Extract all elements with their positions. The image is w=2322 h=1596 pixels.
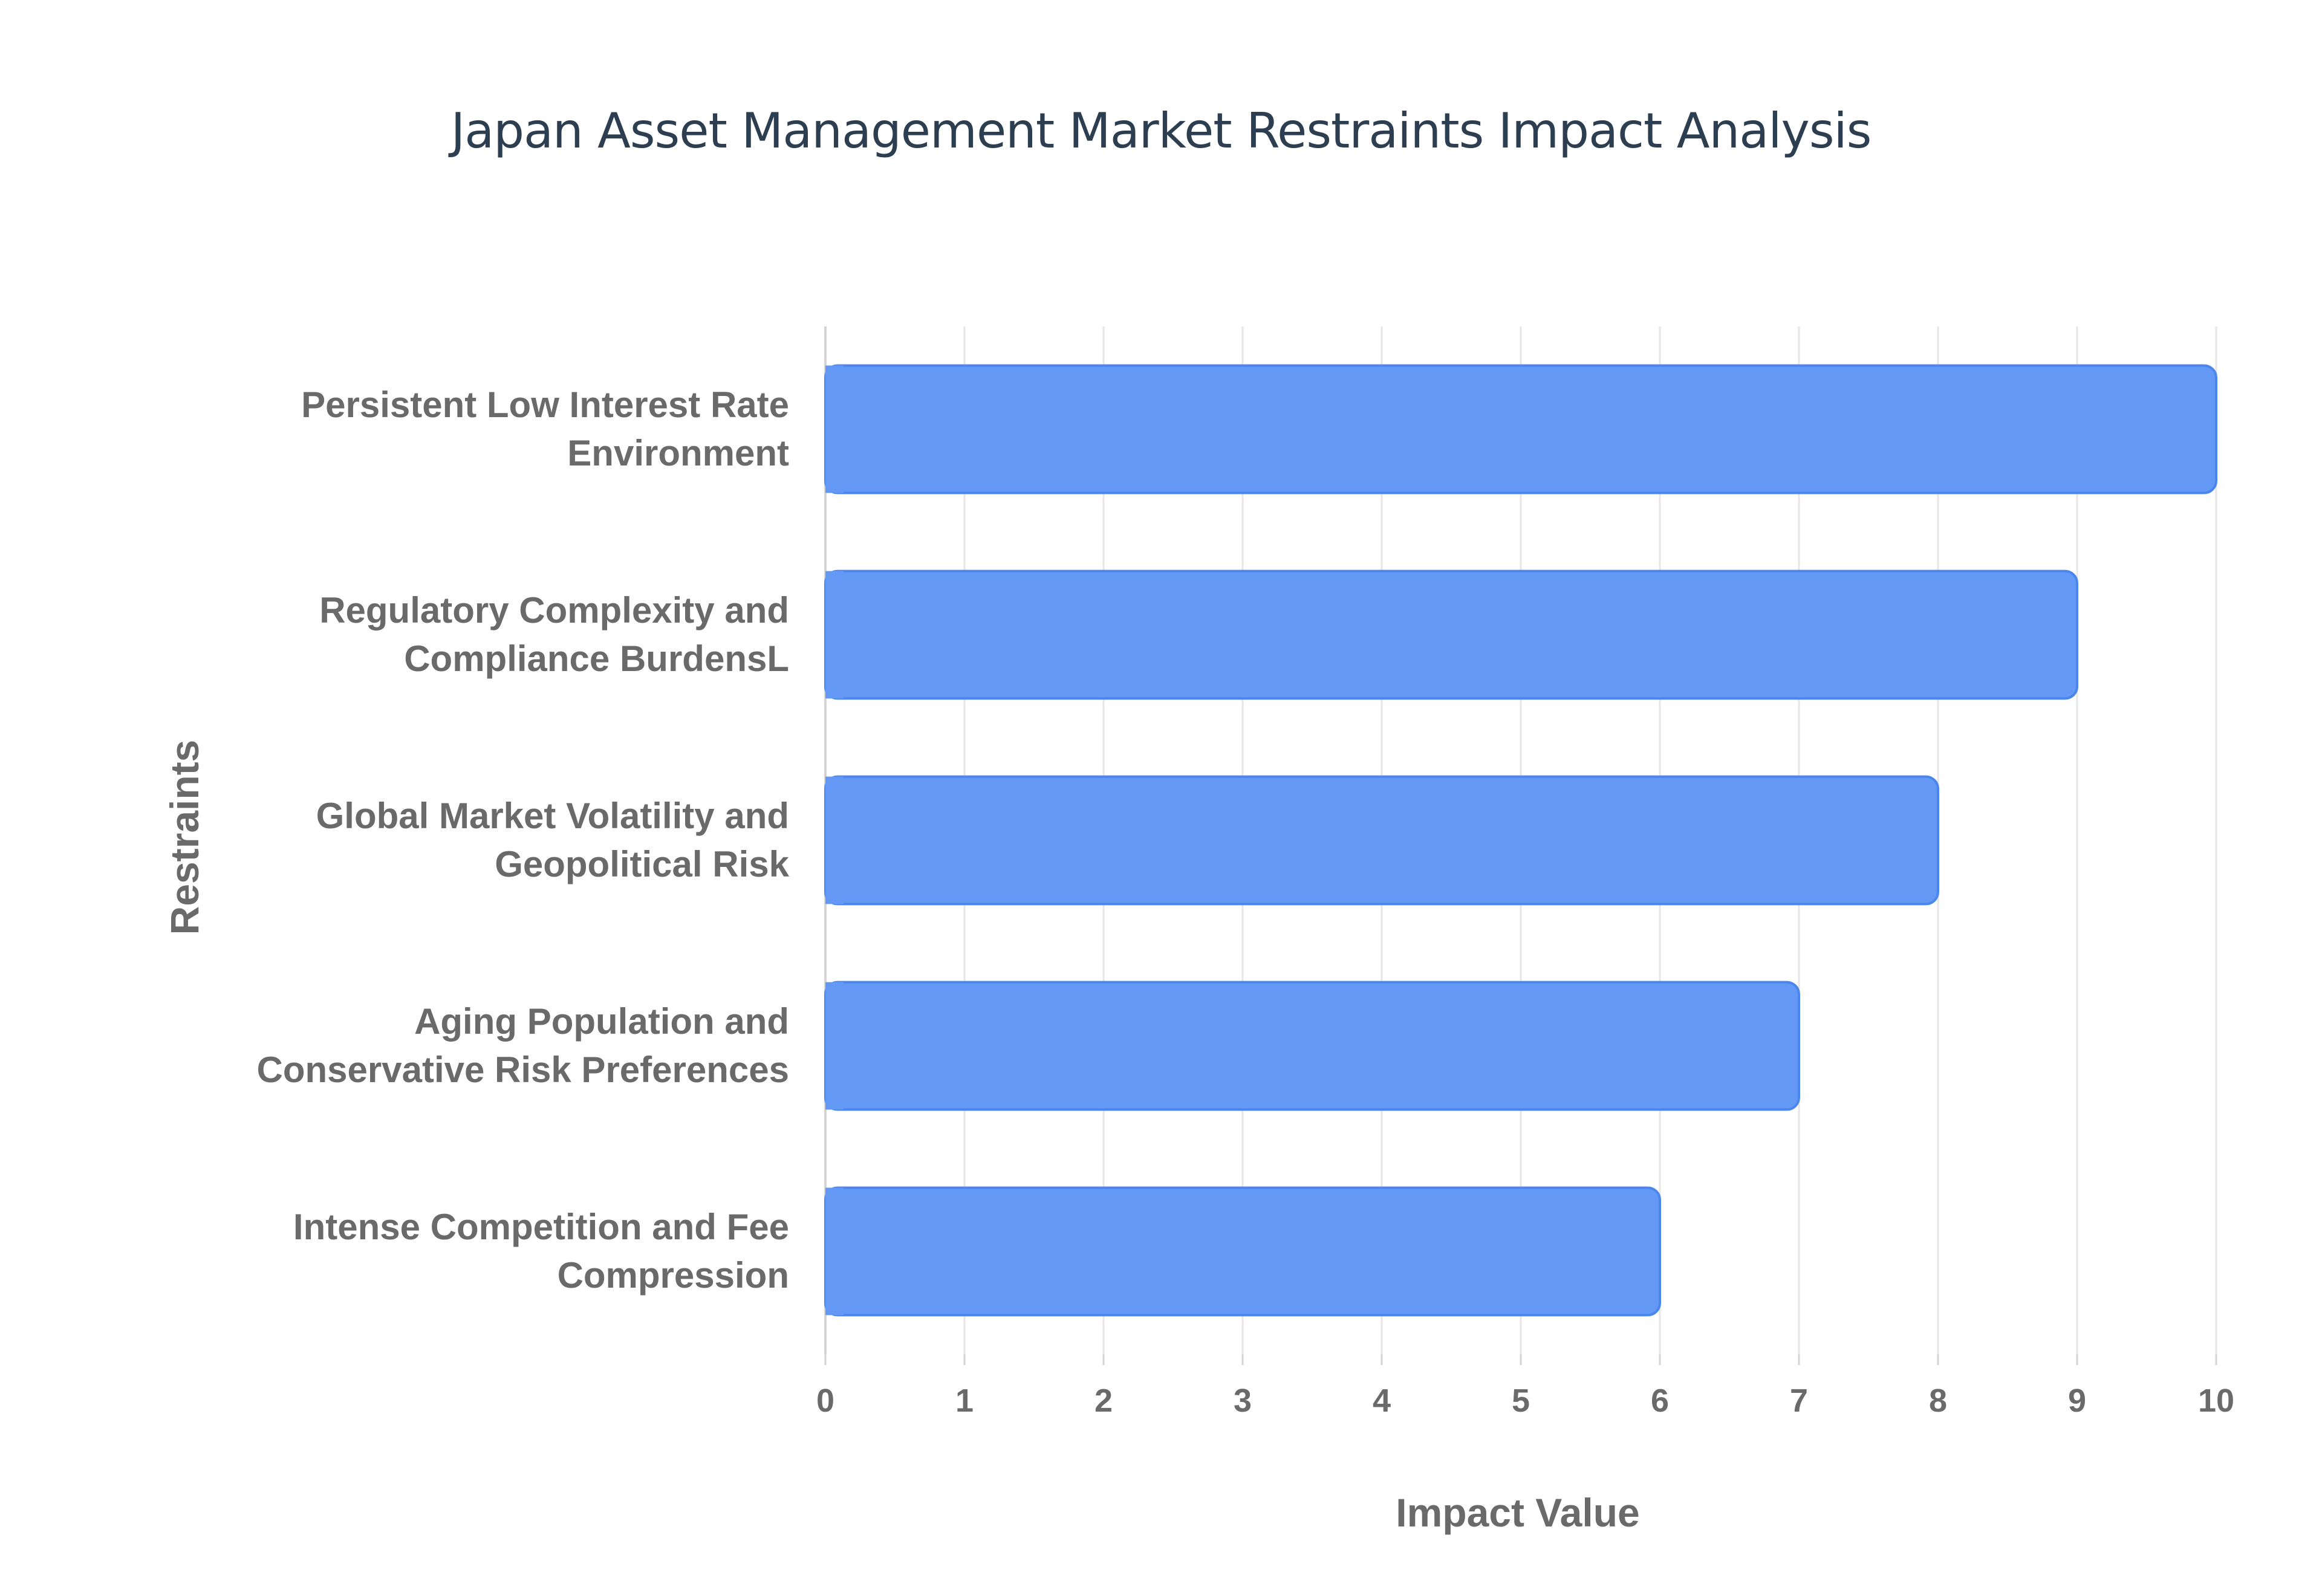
x-tick-label: 1 <box>955 1383 974 1419</box>
x-tick-label: 10 <box>2198 1383 2234 1419</box>
y-tick-label: Persistent Low Interest Rate Environment <box>301 384 789 473</box>
y-tick-label-line: Global Market Volatility and <box>316 796 789 836</box>
chart-title: Japan Asset Management Market Restraints… <box>450 103 1872 159</box>
y-tick-label-line: Compliance BurdensL <box>404 638 789 679</box>
axis-layer: 0 1 2 3 4 5 6 7 8 9 10 Persistent Low Interest Rate… <box>257 384 2235 1419</box>
x-tick-label: 8 <box>1929 1383 1947 1419</box>
y-tick-label: Regulatory Complexity and Compliance Burd… <box>319 590 789 679</box>
bar <box>824 1186 1661 1317</box>
y-tick-label-line: Conservative Risk Preferences <box>257 1049 790 1090</box>
bar-base <box>825 1187 844 1315</box>
y-tick-label-line: Intense Competition and Fee <box>293 1207 789 1247</box>
bar <box>824 569 2078 700</box>
bar-base <box>825 776 844 904</box>
bar-base <box>825 982 844 1110</box>
x-tick-label: 4 <box>1373 1383 1391 1419</box>
y-tick-label: Intense Competition and Fee Compression <box>293 1207 789 1296</box>
x-tick-label: 0 <box>816 1383 834 1419</box>
y-tick-label-line: Persistent Low Interest Rate <box>301 384 789 425</box>
x-tick-label: 5 <box>1512 1383 1530 1419</box>
x-axis-title: Impact Value <box>1396 1490 1640 1535</box>
x-tick-label: 7 <box>1790 1383 1808 1419</box>
y-tick-label-line: Environment <box>567 433 789 473</box>
bar-layer <box>824 364 2217 1317</box>
x-tick-label: 6 <box>1651 1383 1669 1419</box>
bar <box>824 775 1939 906</box>
x-tick-label: 3 <box>1234 1383 1252 1419</box>
y-axis-title: Restraints <box>162 740 207 935</box>
y-tick-label-line: Aging Population and <box>414 1001 789 1042</box>
x-tick-label: 9 <box>2068 1383 2086 1419</box>
bar-base <box>825 365 844 493</box>
y-tick-label-line: Geopolitical Risk <box>495 844 789 884</box>
bar <box>824 981 1800 1111</box>
x-tick-label: 2 <box>1094 1383 1113 1419</box>
y-tick-label-line: Compression <box>558 1255 789 1296</box>
y-tick-label: Aging Population and Conservative Risk Pr… <box>257 1001 790 1090</box>
bar-base <box>825 571 844 699</box>
bar <box>824 364 2217 495</box>
y-tick-label: Global Market Volatility and Geopolitical… <box>316 796 790 884</box>
y-tick-label-line: Regulatory Complexity and <box>319 590 789 631</box>
